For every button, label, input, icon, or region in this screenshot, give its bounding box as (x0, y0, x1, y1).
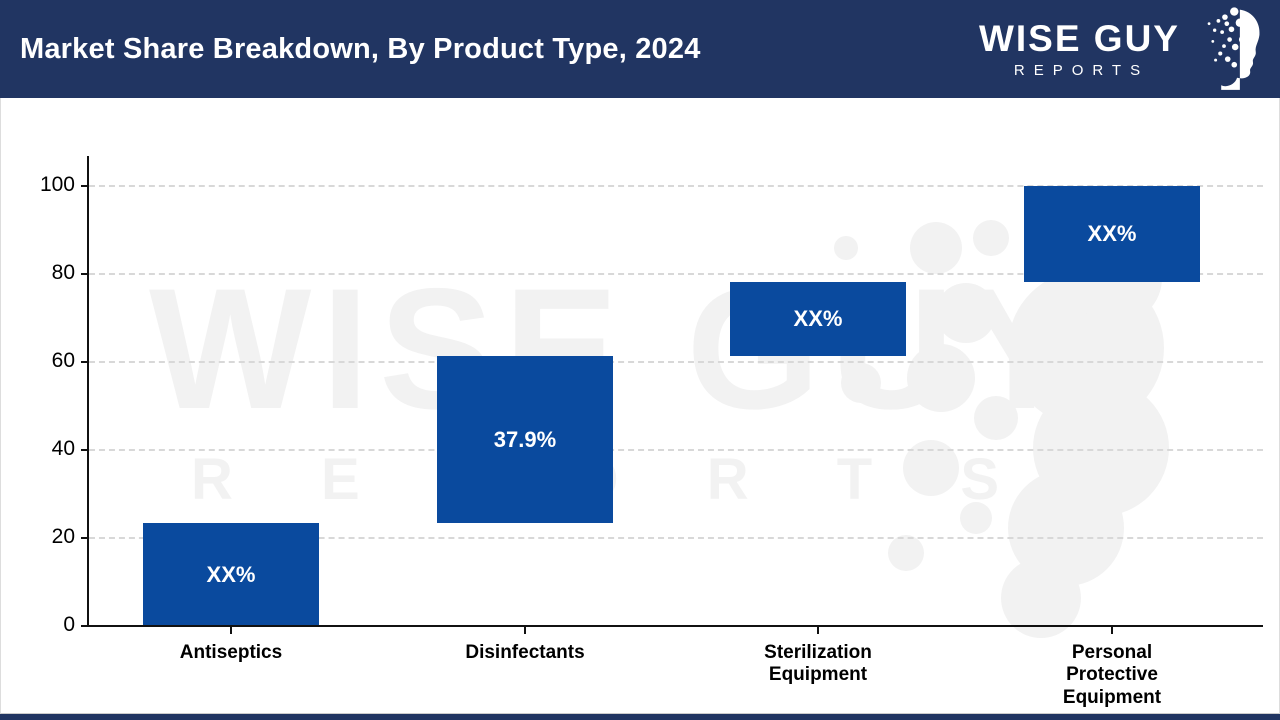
bar-value-label: XX% (206, 561, 256, 587)
dotted-head-icon (1182, 4, 1266, 95)
x-tick (524, 627, 526, 634)
y-gridline (89, 449, 1263, 451)
bar-segment: XX% (730, 281, 906, 357)
y-tick-label: 0 (63, 613, 75, 636)
x-axis-line (87, 625, 1263, 627)
x-tick (817, 627, 819, 634)
report-header: Market Share Breakdown, By Product Type,… (0, 0, 1280, 98)
y-tick (81, 625, 88, 627)
y-gridline (89, 273, 1263, 275)
category-label: Antiseptics (179, 642, 283, 663)
bar-segment: XX% (143, 523, 319, 626)
y-tick-label: 80 (51, 261, 75, 284)
footer-bar (0, 714, 1280, 720)
y-tick (81, 361, 88, 363)
bar-value-label: XX% (1087, 220, 1137, 246)
wise-guy-logo: WISE GUY REPORTS (979, 4, 1266, 95)
y-tick (81, 185, 88, 187)
y-tick (81, 273, 88, 275)
chart-canvas: WISE GUY R E P O R T S 0 20 40 60 80 100 XX% 37… (0, 98, 1280, 714)
category-label: Disinfectants (465, 642, 585, 663)
watermark-wordmark: WISE GUY (149, 253, 1090, 445)
watermark-subtitle: R E P O R T S (191, 447, 1036, 512)
y-tick-label: 20 (51, 525, 75, 548)
bar-segment: XX% (1024, 186, 1200, 282)
y-tick-label: 60 (51, 349, 75, 372)
bar-segment: 37.9% (437, 356, 613, 524)
y-tick (81, 449, 88, 451)
page-title: Market Share Breakdown, By Product Type,… (20, 32, 701, 65)
y-tick-label: 100 (39, 173, 75, 196)
y-gridline (89, 537, 1263, 539)
y-tick (81, 537, 88, 539)
y-tick-label: 40 (51, 437, 75, 460)
category-label: Personal Protective Equipment (1062, 642, 1162, 708)
y-gridline (89, 185, 1263, 187)
x-tick (1111, 627, 1113, 634)
bar-value-label: XX% (793, 306, 843, 332)
bar-value-label: 37.9% (493, 426, 557, 452)
x-tick (230, 627, 232, 634)
logo-subtitle: REPORTS (1013, 62, 1150, 79)
category-label: Sterilization Equipment (764, 642, 872, 686)
wise-guy-logo-text: WISE GUY REPORTS (979, 20, 1180, 78)
logo-wordmark: WISE GUY (978, 18, 1180, 59)
y-axis-line (87, 156, 89, 627)
y-gridline (89, 361, 1263, 363)
